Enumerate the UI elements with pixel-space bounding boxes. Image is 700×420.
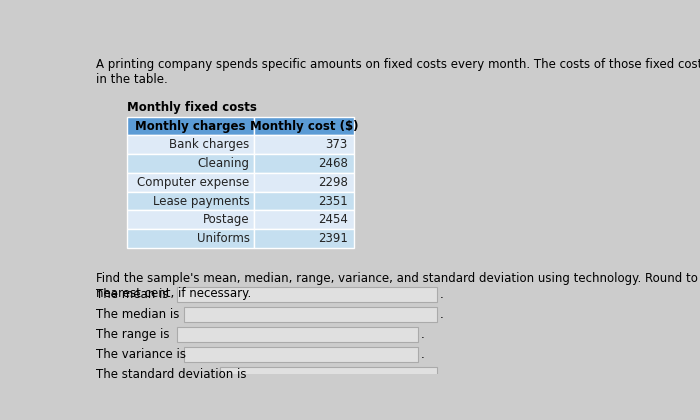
Text: Bank charges: Bank charges — [169, 138, 250, 151]
Text: .: . — [421, 348, 425, 361]
Text: Uniforms: Uniforms — [197, 232, 250, 245]
Bar — [184, 307, 438, 323]
Text: A printing company spends specific amounts on fixed costs every month. The costs: A printing company spends specific amoun… — [96, 58, 700, 87]
Text: Monthly cost ($): Monthly cost ($) — [250, 120, 358, 133]
Text: 2298: 2298 — [318, 176, 348, 189]
Text: 373: 373 — [326, 138, 348, 151]
Bar — [127, 210, 254, 229]
Text: .: . — [440, 288, 444, 301]
Bar — [254, 173, 354, 192]
Text: 2468: 2468 — [318, 157, 348, 170]
Text: .: . — [440, 308, 444, 321]
Text: Monthly charges: Monthly charges — [135, 120, 246, 133]
Bar — [177, 327, 419, 342]
Bar — [220, 367, 438, 383]
Bar — [254, 154, 354, 173]
Bar — [254, 192, 354, 210]
Text: Postage: Postage — [203, 213, 250, 226]
Bar — [254, 136, 354, 154]
Text: The standard deviation is: The standard deviation is — [96, 368, 246, 381]
Bar — [127, 117, 254, 136]
Bar — [184, 347, 419, 362]
Bar — [127, 136, 254, 154]
Bar — [177, 287, 438, 302]
Text: Find the sample's mean, median, range, variance, and standard deviation using te: Find the sample's mean, median, range, v… — [96, 272, 700, 299]
Bar — [127, 229, 254, 248]
Text: Lease payments: Lease payments — [153, 194, 250, 207]
Text: The mean is: The mean is — [96, 288, 168, 301]
Bar — [254, 210, 354, 229]
Text: Computer expense: Computer expense — [137, 176, 250, 189]
Text: 2351: 2351 — [318, 194, 348, 207]
Bar — [254, 229, 354, 248]
Bar — [127, 154, 254, 173]
Text: 2454: 2454 — [318, 213, 348, 226]
Text: Cleaning: Cleaning — [197, 157, 250, 170]
Text: .: . — [421, 328, 425, 341]
Bar — [127, 192, 254, 210]
Text: Monthly fixed costs: Monthly fixed costs — [127, 100, 256, 113]
Text: The variance is: The variance is — [96, 348, 186, 361]
Text: 2391: 2391 — [318, 232, 348, 245]
Bar — [127, 173, 254, 192]
Text: The median is: The median is — [96, 308, 179, 321]
Text: The range is: The range is — [96, 328, 169, 341]
Bar — [254, 117, 354, 136]
